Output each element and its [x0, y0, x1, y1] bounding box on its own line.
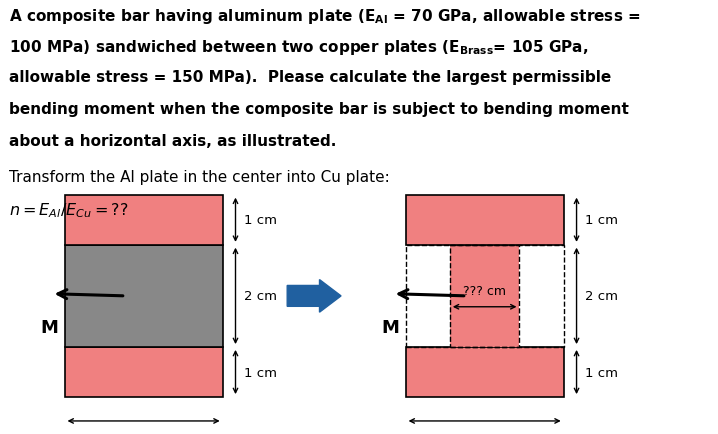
Bar [65, 195, 223, 245]
Bar [450, 245, 519, 347]
Text: bending moment when the composite bar is subject to bending moment: bending moment when the composite bar is… [9, 102, 628, 116]
Bar [65, 245, 223, 347]
Bar [406, 245, 564, 347]
Bar [65, 347, 223, 397]
Bar [450, 245, 519, 347]
Text: 1 cm: 1 cm [244, 214, 277, 227]
Text: $\mathbf{M}$: $\mathbf{M}$ [381, 318, 399, 336]
Text: 100 MPa) sandwiched between two copper plates ($\mathbf{E_{Brass}}$= 105 GPa,: 100 MPa) sandwiched between two copper p… [9, 38, 588, 57]
Text: 1 cm: 1 cm [585, 214, 618, 227]
Bar [406, 195, 564, 245]
Text: $n = E_{Al}/E_{Cu} = ??$: $n = E_{Al}/E_{Cu} = ??$ [9, 201, 128, 219]
Bar [406, 347, 564, 397]
Text: about a horizontal axis, as illustrated.: about a horizontal axis, as illustrated. [9, 133, 336, 148]
Text: Transform the Al plate in the center into Cu plate:: Transform the Al plate in the center int… [9, 169, 389, 184]
Text: A composite bar having aluminum plate ($\mathbf{E_{Al}}$ = 70 GPa, allowable str: A composite bar having aluminum plate ($… [9, 7, 640, 26]
Text: 2 cm: 2 cm [585, 290, 618, 302]
Text: ??? cm: ??? cm [463, 285, 506, 297]
Text: allowable stress = 150 MPa).  Please calculate the largest permissible: allowable stress = 150 MPa). Please calc… [9, 70, 611, 85]
Text: 2 cm: 2 cm [244, 290, 277, 302]
FancyArrow shape [287, 280, 341, 312]
Text: $\mathbf{M}$: $\mathbf{M}$ [39, 318, 58, 336]
Text: 4 cm: 4 cm [126, 432, 161, 434]
Text: 1 cm: 1 cm [244, 366, 277, 378]
Text: 1 cm: 1 cm [585, 366, 618, 378]
Text: 4 cm: 4 cm [467, 432, 502, 434]
